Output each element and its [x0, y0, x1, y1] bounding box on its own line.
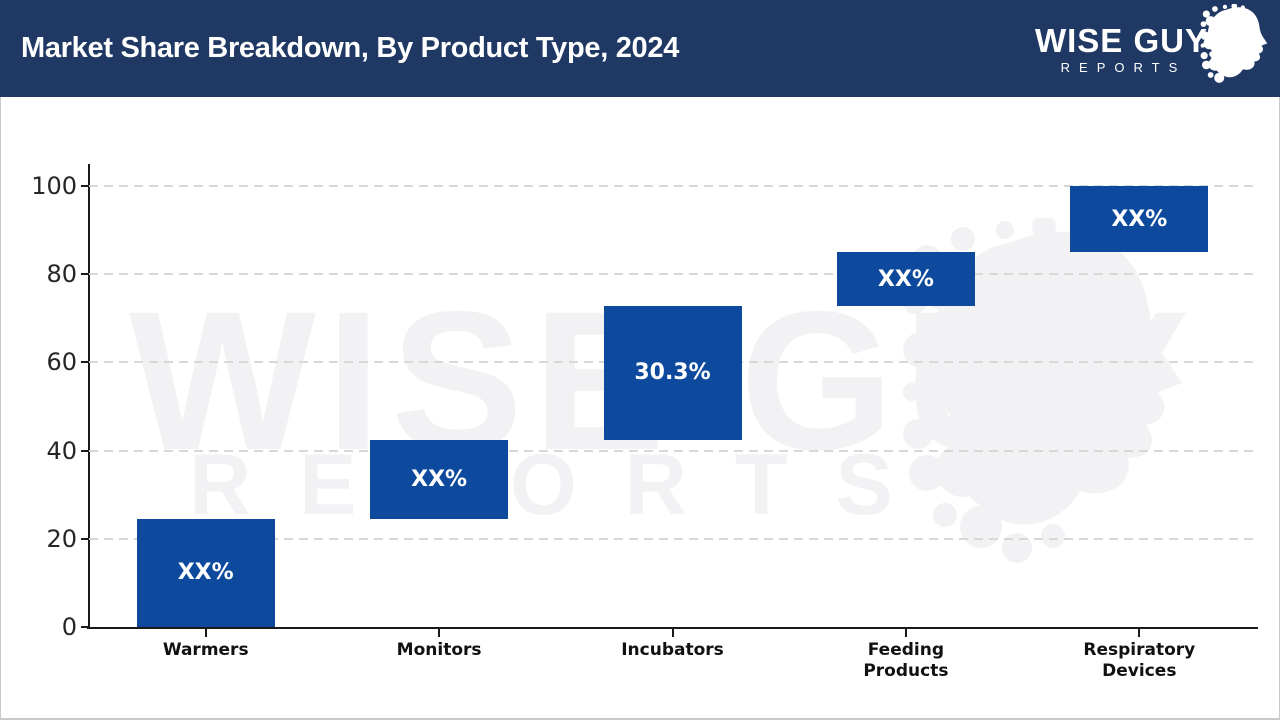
gridline-80	[89, 273, 1256, 276]
y-tick-label-20: 20	[46, 524, 77, 553]
bar-incubators: 30.3%	[603, 305, 742, 440]
y-tick-60	[81, 361, 89, 364]
bar-value-label-incubators: 30.3%	[634, 360, 711, 386]
x-axis-line	[87, 627, 1258, 629]
y-tick-40	[81, 449, 89, 452]
x-tick-incubators	[671, 629, 674, 637]
bar-value-label-monitors: XX%	[411, 466, 468, 492]
logo-subtitle: REPORTS	[1060, 59, 1187, 75]
x-tick-feeding-products	[904, 629, 907, 637]
page-title: Market Share Breakdown, By Product Type,…	[21, 32, 680, 64]
logo: WISE GUY REPORTS	[1035, 2, 1276, 95]
y-tick-80	[81, 273, 89, 276]
y-axis-line	[88, 164, 90, 629]
x-tick-warmers	[204, 629, 207, 637]
x-label-feeding-products: Feeding Products	[863, 640, 949, 681]
gridline-20	[89, 537, 1256, 540]
y-tick-label-40: 40	[46, 436, 77, 465]
bar-value-label-feeding-products: XX%	[877, 266, 934, 292]
logo-text: WISE GUY REPORTS	[1035, 24, 1208, 75]
x-label-warmers: Warmers	[162, 640, 249, 660]
gridline-40	[89, 449, 1256, 452]
y-tick-label-0: 0	[61, 613, 77, 641]
logo-head-icon	[1194, 2, 1276, 95]
header-bar: Market Share Breakdown, By Product Type,…	[0, 0, 1280, 97]
x-tick-respiratory-devices	[1138, 629, 1141, 637]
bar-warmers: XX%	[136, 518, 275, 627]
y-tick-0	[81, 626, 89, 628]
x-label-incubators: Incubators	[621, 640, 724, 660]
y-tick-label-80: 80	[46, 260, 77, 289]
x-label-monitors: Monitors	[396, 640, 482, 660]
y-tick-label-100: 100	[31, 172, 77, 200]
waterfall-chart: 0 20 40 60 80 100 Warmers XX% Monitors XX% Incubat…	[1, 97, 1280, 718]
bar-respiratory-devices: XX%	[1070, 186, 1209, 253]
bar-feeding-products: XX%	[836, 252, 975, 306]
x-label-respiratory-devices: Respiratory Devices	[1083, 640, 1196, 681]
bar-monitors: XX%	[370, 439, 509, 519]
y-tick-label-60: 60	[46, 348, 77, 377]
bar-value-label-respiratory-devices: XX%	[1111, 206, 1168, 232]
y-tick-20	[81, 537, 89, 540]
bar-value-label-warmers: XX%	[177, 560, 234, 586]
logo-wordmark: WISE GUY	[1034, 21, 1208, 59]
gridline-100	[89, 185, 1256, 187]
y-tick-100	[81, 185, 89, 187]
x-tick-monitors	[438, 629, 441, 637]
